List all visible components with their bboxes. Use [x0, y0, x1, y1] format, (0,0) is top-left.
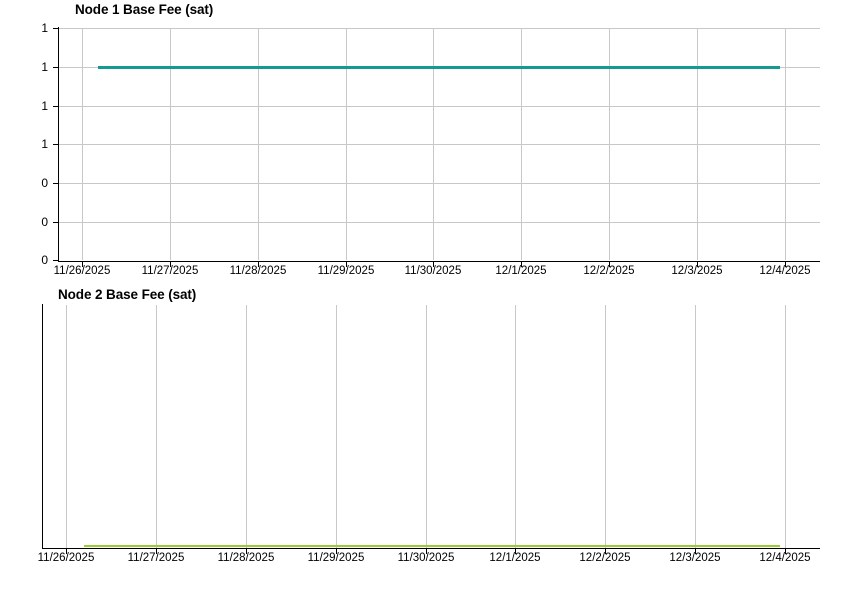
- y-tick: [53, 260, 58, 261]
- gridline-vertical: [336, 305, 337, 548]
- x-tick-label: 12/4/2025: [759, 265, 811, 277]
- gridline-horizontal: [58, 222, 820, 223]
- x-tick: [346, 262, 347, 267]
- y-tick-label: 1: [41, 60, 48, 74]
- gridline-vertical: [605, 305, 606, 548]
- plot-area-node-2: [42, 305, 820, 548]
- x-tick: [170, 262, 171, 267]
- gridline-vertical: [346, 28, 347, 260]
- x-axis-node-1: [58, 261, 820, 262]
- series-line-node-2: [84, 545, 780, 547]
- x-tick: [785, 262, 786, 267]
- gridline-vertical: [433, 28, 434, 260]
- x-tick-label: 11/28/2025: [217, 552, 275, 564]
- gridline-vertical: [426, 305, 427, 548]
- x-tick: [433, 262, 434, 267]
- gridline-vertical: [170, 28, 171, 260]
- x-tick-label: 12/2/2025: [583, 265, 635, 277]
- x-tick: [695, 549, 696, 554]
- x-tick-label: 11/26/2025: [53, 265, 111, 277]
- y-tick-label: 0: [41, 176, 48, 190]
- x-tick-label: 11/28/2025: [229, 265, 287, 277]
- chart-title-node-1: Node 1 Base Fee (sat): [75, 2, 214, 17]
- y-tick: [53, 28, 58, 29]
- x-tick-label: 12/3/2025: [669, 552, 721, 564]
- y-tick-label: 1: [41, 21, 48, 35]
- gridline-vertical: [609, 28, 610, 260]
- x-tick: [82, 262, 83, 267]
- x-tick: [605, 549, 606, 554]
- x-tick: [66, 549, 67, 554]
- x-tick: [336, 549, 337, 554]
- gridline-horizontal: [58, 144, 820, 145]
- gridline-vertical: [515, 305, 516, 548]
- y-axis-node-2: [42, 304, 43, 549]
- x-tick-label: 12/1/2025: [495, 265, 547, 277]
- x-tick: [697, 262, 698, 267]
- x-tick: [609, 262, 610, 267]
- x-tick: [258, 262, 259, 267]
- gridline-vertical: [82, 28, 83, 260]
- y-tick: [53, 67, 58, 68]
- y-tick: [53, 183, 58, 184]
- gridline-horizontal: [58, 28, 820, 29]
- y-tick: [53, 222, 58, 223]
- gridline-horizontal: [58, 183, 820, 184]
- x-tick-label: 12/3/2025: [671, 265, 723, 277]
- gridline-vertical: [258, 28, 259, 260]
- gridline-vertical: [697, 28, 698, 260]
- x-tick: [426, 549, 427, 554]
- gridline-vertical: [521, 28, 522, 260]
- x-tick-label: 11/30/2025: [404, 265, 462, 277]
- x-tick: [246, 549, 247, 554]
- gridline-horizontal: [58, 106, 820, 107]
- x-tick: [521, 262, 522, 267]
- x-tick: [156, 549, 157, 554]
- y-tick-label: 0: [41, 253, 48, 267]
- x-tick-label: 12/2/2025: [579, 552, 631, 564]
- x-axis-node-2: [42, 548, 820, 549]
- y-tick-label: 0: [41, 215, 48, 229]
- y-axis-node-1: [58, 27, 59, 262]
- gridline-vertical: [156, 305, 157, 548]
- gridline-vertical: [785, 305, 786, 548]
- y-tick: [53, 106, 58, 107]
- gridline-vertical: [66, 305, 67, 548]
- x-tick-label: 11/27/2025: [127, 552, 185, 564]
- x-tick-label: 11/27/2025: [141, 265, 199, 277]
- x-tick-label: 11/30/2025: [397, 552, 455, 564]
- x-tick: [515, 549, 516, 554]
- y-tick-label: 1: [41, 137, 48, 151]
- chart-title-node-2: Node 2 Base Fee (sat): [58, 287, 197, 302]
- gridline-vertical: [246, 305, 247, 548]
- x-tick-label: 11/29/2025: [307, 552, 365, 564]
- y-tick-label: 1: [41, 99, 48, 113]
- plot-area-node-1: [58, 28, 820, 261]
- x-tick-label: 11/29/2025: [317, 265, 375, 277]
- x-tick-label: 12/4/2025: [759, 552, 811, 564]
- series-line-node-1: [98, 66, 780, 69]
- x-tick: [785, 549, 786, 554]
- x-tick-label: 12/1/2025: [489, 552, 541, 564]
- y-tick: [53, 144, 58, 145]
- gridline-vertical: [785, 28, 786, 260]
- gridline-vertical: [695, 305, 696, 548]
- x-tick-label: 11/26/2025: [37, 552, 95, 564]
